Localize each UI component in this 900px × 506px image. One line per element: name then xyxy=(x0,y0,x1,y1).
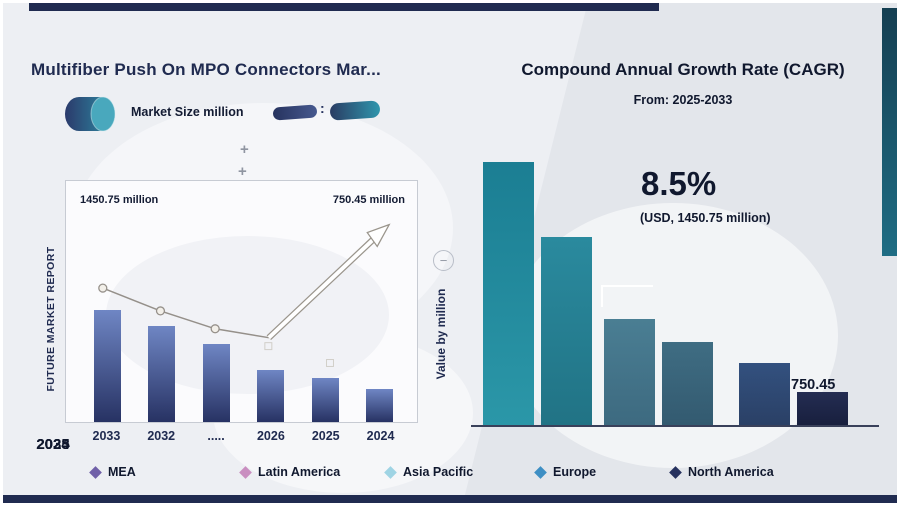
market-size-bars xyxy=(80,310,407,422)
market-size-chart: 1450.75 million 750.45 million xyxy=(65,180,418,423)
left-axis-labels: 2033 2032..... 2026 2025 2024 xyxy=(79,429,408,443)
market-size-bar-col xyxy=(353,389,408,422)
cagr-title: Compound Annual Growth Rate (CAGR) xyxy=(521,60,845,79)
legend-item-asia-pacific: Asia Pacific xyxy=(384,465,474,479)
cagr-usd-subtext: (USD, 1450.75 million) xyxy=(640,211,771,225)
market-size-bar-2025 xyxy=(311,378,339,422)
top-border-strip xyxy=(29,3,659,11)
left-axis-year-label: 2033 xyxy=(92,429,121,443)
trend-line-arrow xyxy=(98,223,391,367)
cagr-year-label-2033: 2033 xyxy=(36,436,70,453)
market-size-legend-label: Market Size million xyxy=(131,105,244,119)
left-axis-year-label: 2032 xyxy=(147,429,176,443)
left-axis-year-label: 2025 xyxy=(311,429,340,443)
plus-icon: + xyxy=(238,163,247,180)
market-size-bar-2033 xyxy=(93,310,121,422)
cagr-bars xyxy=(483,162,860,425)
decorative-colon: : xyxy=(320,100,325,116)
cagr-bar xyxy=(604,319,655,425)
legend-item-north-america: North America xyxy=(669,465,774,479)
cagr-axis-line xyxy=(471,425,879,427)
cagr-bar xyxy=(662,342,713,425)
cagr-bar xyxy=(797,392,848,425)
legend-diamond-icon xyxy=(384,465,397,479)
market-size-bar-..... xyxy=(202,344,230,422)
legend-label: Latin America xyxy=(258,465,341,479)
cagr-bar-group-2024 xyxy=(739,363,848,425)
left-axis-year-label: 2026 xyxy=(256,429,285,443)
left-axis-year-label: ..... xyxy=(207,429,225,443)
legend-diamond-icon xyxy=(534,465,547,479)
decorative-pill-teal xyxy=(329,100,381,121)
market-size-bar-col xyxy=(244,370,299,422)
cagr-bar-group-2033 xyxy=(483,162,592,425)
legend-label: Europe xyxy=(553,465,597,479)
cagr-year-label-2025: 2025 xyxy=(36,436,70,453)
cagr-year-label-2024: 2024 xyxy=(36,436,70,453)
cagr-bar xyxy=(739,363,790,425)
cagr-bar xyxy=(541,237,592,425)
database-cylinder-icon xyxy=(65,96,116,132)
legend-item-europe: Europe xyxy=(534,465,597,479)
market-size-bar-col xyxy=(80,310,135,422)
legend-item-mea: MEA xyxy=(89,465,136,479)
legend-label: Asia Pacific xyxy=(403,465,474,479)
legend-label: MEA xyxy=(108,465,136,479)
cagr-bar-group-2025 xyxy=(604,319,713,425)
legend-label: North America xyxy=(688,465,774,479)
left-axis-year-label: 2024 xyxy=(366,429,395,443)
cagr-percentage: 8.5% xyxy=(641,165,717,202)
legend-diamond-icon xyxy=(89,465,102,479)
market-size-bar-col xyxy=(135,326,190,422)
market-size-bar-2032 xyxy=(148,326,176,422)
future-market-report-label: FUTURE MARKET REPORT xyxy=(45,246,57,392)
end-value-label: 750.45 million xyxy=(332,194,405,206)
legend-diamond-icon xyxy=(669,465,682,479)
cagr-period-subtitle: From: 2025-2033 xyxy=(633,93,733,107)
cagr-bar xyxy=(483,162,534,425)
legend-item-latin-america: Latin America xyxy=(239,465,341,479)
market-size-bar-col xyxy=(189,344,244,422)
cagr-value-annotation: 750.45 xyxy=(791,377,836,393)
region-legend: MEA Latin America Asia Pacific Europe North … xyxy=(3,465,897,487)
legend-diamond-icon xyxy=(239,465,252,479)
bottom-border-strip xyxy=(3,495,897,503)
value-by-million-label: Value by million xyxy=(434,288,448,380)
market-size-bar-2024 xyxy=(366,389,394,422)
minus-circle-icon: − xyxy=(433,250,454,271)
market-title: Multifiber Push On MPO Connectors Mar... xyxy=(31,60,381,79)
decorative-step-line xyxy=(601,285,653,307)
start-value-label: 1450.75 million xyxy=(80,194,159,206)
plus-icon: + xyxy=(240,141,249,158)
market-size-bar-col xyxy=(298,378,353,422)
market-size-bar-2026 xyxy=(257,370,285,422)
right-border-strip xyxy=(882,8,897,256)
